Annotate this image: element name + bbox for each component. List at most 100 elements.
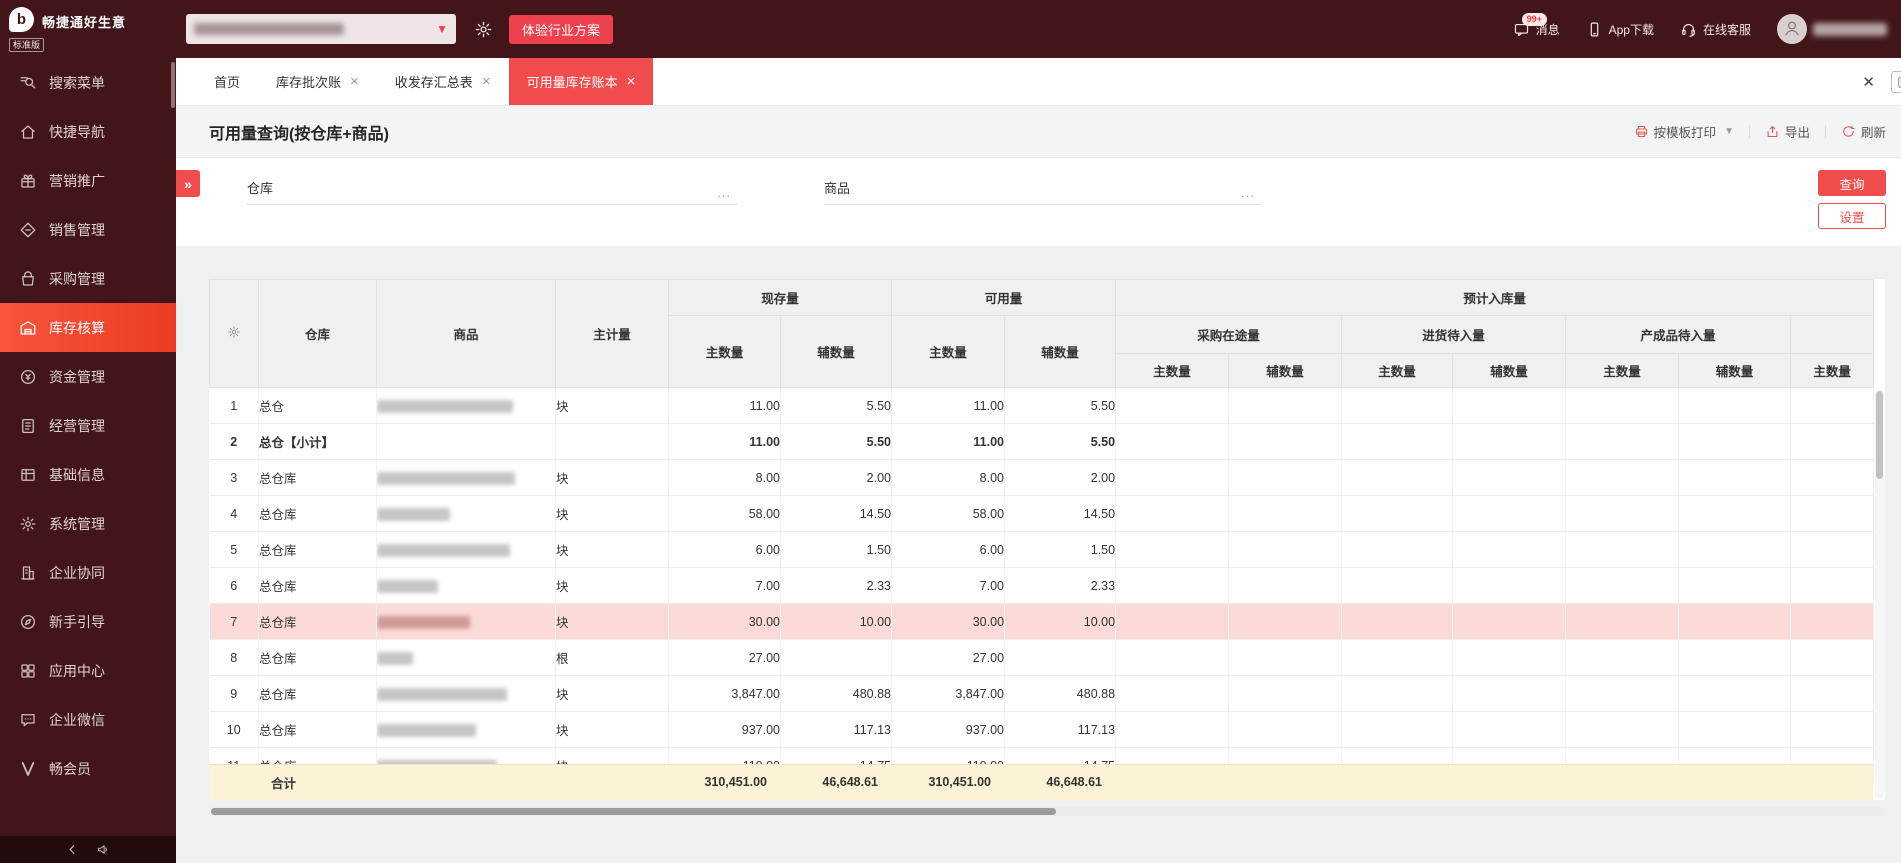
settings-gear-icon[interactable] [474,20,493,39]
sidebar-item-8[interactable]: 基础信息 [0,450,176,499]
cell-row-number: 9 [209,675,259,712]
main-area: ▼ 体验行业方案 99+ 消息 App下载 在线客服 [176,0,1901,863]
close-tab-icon[interactable]: × [626,73,636,90]
close-icon[interactable]: ✕ [1862,74,1875,91]
sidebar-scrollbar-thumb[interactable] [171,62,175,108]
trial-solution-button[interactable]: 体验行业方案 [509,14,614,44]
sidebar-item-7[interactable]: 经营管理 [0,401,176,450]
close-tab-icon[interactable]: × [350,73,359,90]
sidebar-item-3[interactable]: 销售管理 [0,205,176,254]
online-service-button[interactable]: 在线客服 [1680,21,1751,38]
expand-filter-button[interactable]: » [176,170,200,197]
export-icon [1765,124,1780,139]
redacted-product-name [377,543,510,557]
redacted-company-name [194,23,344,35]
cell-row-number: 2 [209,423,259,460]
table-row[interactable]: 3 总仓库块 8.00 2.00 8.00 2.00 [209,459,1875,496]
tab-2[interactable]: 收发存汇总表 × [377,58,509,105]
product-picker-trigger[interactable]: ... [1241,185,1255,200]
sidebar-item-6[interactable]: 资金管理 [0,352,176,401]
settings-button[interactable]: 设置 [1818,203,1886,229]
sidebar-item-13[interactable]: 企业微信 [0,695,176,744]
horizontal-scrollbar-thumb[interactable] [211,808,1056,815]
table-row[interactable]: 6 总仓库块 7.00 2.33 7.00 2.33 [209,567,1875,604]
brand-logo-icon: b [9,7,34,32]
close-tab-icon[interactable]: × [481,73,491,90]
sidebar-item-11[interactable]: 新手引导 [0,597,176,646]
table-row[interactable]: 8 总仓库根 27.00 27.00 [209,639,1875,676]
col-group-current: 现存量 [667,279,893,316]
refresh-button[interactable]: 刷新 [1841,122,1886,141]
print-by-template-button[interactable]: 按模板打印 ▼ [1634,122,1734,141]
tab-0[interactable]: 首页 [196,58,258,105]
page-title: 可用量查询(按仓库+商品) [209,125,390,143]
tab-label: 可用量库存账本 [526,75,618,90]
table-row[interactable]: 4 总仓库块 58.00 14.50 58.00 14.50 [209,495,1875,532]
sidebar-item-label: 应用中心 [49,662,105,679]
cell-unit: 块 [555,711,669,748]
cell-warehouse: 总仓库 [258,567,377,604]
export-button[interactable]: 导出 [1765,122,1810,141]
filter-row: 仓库 ... 商品 ... [176,158,1901,205]
table-row[interactable]: 2 总仓【小计】 11.00 5.50 11.00 5.50 [209,423,1875,460]
cell-current-aux: 117.13 [780,711,893,748]
tab-3[interactable]: 可用量库存账本 × [508,58,654,105]
table-row[interactable]: 10 总仓库块 937.00 117.13 937.00 117.13 [209,711,1875,748]
cell-row-number: 6 [209,567,259,604]
brand-logo-block: b 畅捷通好生意 标准版 [0,0,176,58]
sidebar-item-label: 系统管理 [49,515,105,532]
warehouse-filter-input[interactable]: 仓库 ... [247,178,737,205]
sidebar-item-10[interactable]: 企业协同 [0,548,176,597]
sales-icon [19,221,37,239]
sidebar-item-9[interactable]: 系统管理 [0,499,176,548]
total-row: 合计 310,451.00 46,648.61 310,451.00 46,648.61 [209,763,1873,800]
cell-available-main: 11.00 [891,423,1006,460]
sidebar-item-4[interactable]: 采购管理 [0,254,176,303]
cell-row-number: 10 [209,711,259,748]
product-filter-input[interactable]: 商品 ... [824,178,1261,205]
total-table-row: 合计 310,451.00 46,648.61 310,451.00 46,648.61 [209,763,1873,800]
col-aux-qty: 辅数量 [1452,353,1567,388]
warehouse-picker-trigger[interactable]: ... [717,185,731,200]
sidebar-item-5[interactable]: 库存核算 [0,303,176,352]
cell-available-main: 8.00 [891,459,1006,496]
app-download-button[interactable]: App下载 [1586,21,1654,38]
col-main-qty: 主数量 [1115,353,1230,388]
messages-label: 消息 [1535,22,1560,37]
column-config-gear-icon[interactable] [227,325,241,339]
cell-unit: 块 [555,603,669,640]
total-table: 合计 310,451.00 46,648.61 310,451.00 46,648.61 [209,763,1873,800]
tab-1[interactable]: 库存批次账 × [258,58,377,105]
table-row[interactable]: 1 总仓块 11.00 5.50 11.00 5.50 [209,387,1875,424]
table-row[interactable]: 7 总仓库块 30.00 10.00 30.00 10.00 [209,603,1875,640]
collapse-sidebar-icon[interactable] [65,842,80,857]
cell-warehouse: 总仓【小计】 [258,423,377,460]
cell-current-main: 8.00 [668,459,781,496]
vertical-scrollbar-thumb[interactable] [1876,391,1883,479]
user-account-button[interactable] [1777,14,1887,44]
cell-available-aux [1004,639,1117,676]
tab-list-icon[interactable] [1891,71,1901,93]
brand-title: 畅捷通好生意 [42,15,127,30]
cell-current-main: 11.00 [668,387,781,424]
cell-product [376,567,556,604]
table-row[interactable]: 9 总仓库块 3,847.00 480.88 3,847.00 480.88 [209,675,1875,712]
cell-available-main: 11.00 [891,387,1006,424]
col-group-partial [1790,315,1875,354]
messages-button[interactable]: 99+ 消息 [1513,12,1560,38]
sidebar-item-2[interactable]: 营销推广 [0,156,176,205]
sidebar-item-0[interactable]: 搜索菜单 [0,58,176,107]
sidebar-item-12[interactable]: 应用中心 [0,646,176,695]
cell-row-number: 4 [209,495,259,532]
sidebar-item-14[interactable]: 畅会员 [0,744,176,793]
company-selector[interactable]: ▼ [186,14,456,44]
cell-available-main: 30.00 [891,603,1006,640]
total-available-main: 310,451.00 [891,763,1004,800]
content-area: 仓库 商品 主计量 现存量 可用量 预计入库量 主数量 辅数量 主数量 辅数量 [176,246,1901,863]
sidebar-item-1[interactable]: 快捷导航 [0,107,176,156]
announcement-speaker-icon[interactable] [96,842,111,857]
query-button[interactable]: 查询 [1818,170,1886,196]
table-row[interactable]: 5 总仓库块 6.00 1.50 6.00 1.50 [209,531,1875,568]
cell-unit [555,423,669,460]
apps-icon [19,662,37,680]
